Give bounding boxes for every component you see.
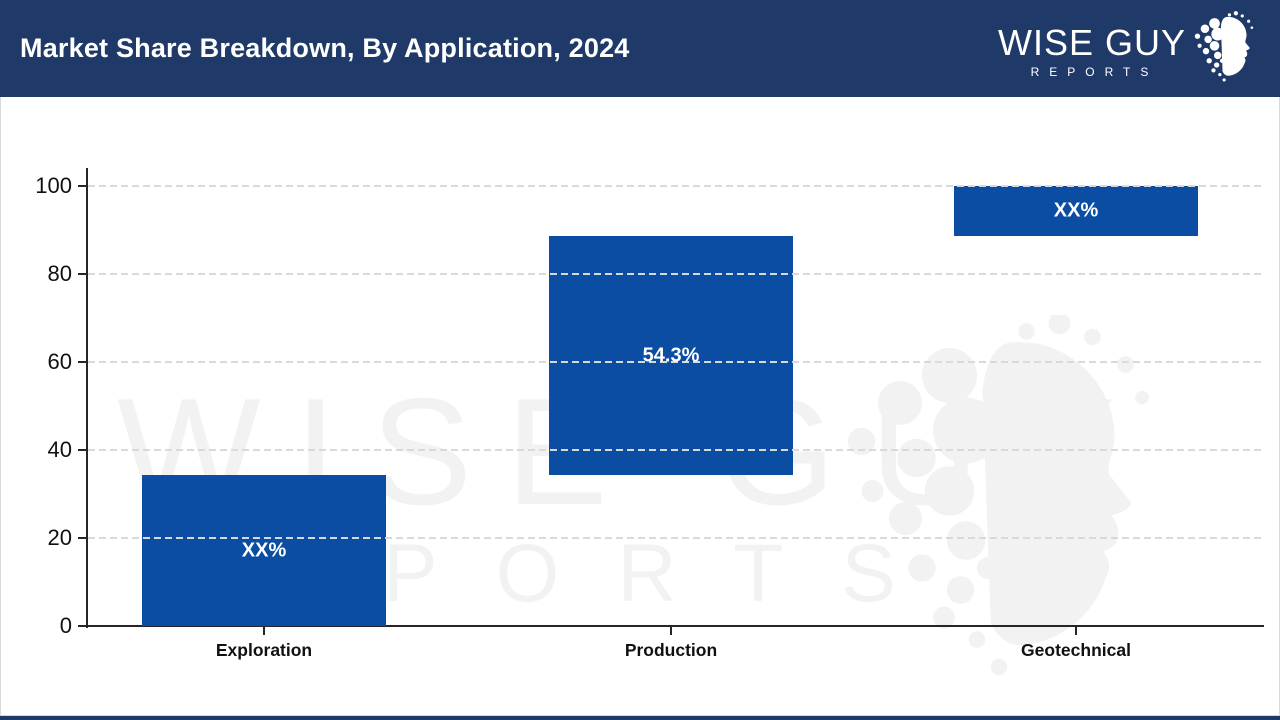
y-tick-label: 60 (47, 349, 72, 374)
y-tick-label: 100 (35, 173, 72, 198)
x-tick (1075, 627, 1077, 635)
y-tick-label: 0 (59, 613, 72, 638)
gridline (88, 185, 1262, 187)
y-tick (78, 537, 86, 539)
brand-logo: WISE GUY REPORTS (997, 10, 1254, 87)
bar-value-label: XX% (241, 539, 287, 562)
logo-wordmark: WISE GUY (997, 21, 1186, 63)
gridline (88, 449, 1262, 451)
bar-value-label: 54.3% (642, 344, 700, 367)
y-tick-label: 40 (47, 437, 72, 462)
gridline (88, 537, 1262, 539)
y-axis-spine (86, 168, 88, 628)
y-tick (78, 625, 86, 627)
logo-face-icon (1194, 10, 1254, 82)
bar (549, 236, 793, 476)
y-tick (78, 449, 86, 451)
header: Market Share Breakdown, By Application, … (0, 0, 1280, 97)
gridline (88, 273, 1262, 275)
footer-strip (0, 716, 1280, 720)
x-tick (670, 627, 672, 635)
logo-subtitle: REPORTS (1030, 64, 1159, 79)
y-tick (78, 361, 86, 363)
y-tick (78, 273, 86, 275)
x-axis-spine (86, 625, 1264, 627)
logo-text: WISE GUY REPORTS (997, 21, 1186, 79)
y-tick (78, 185, 86, 187)
bar (142, 475, 386, 626)
gridline (88, 361, 1262, 363)
x-category-label: Exploration (215, 640, 313, 660)
x-category-label: Production (624, 640, 718, 660)
bar (954, 186, 1198, 237)
x-category-label: Geotechnical (1021, 640, 1131, 660)
y-tick-label: 80 (47, 261, 72, 286)
bar-value-label: XX% (1053, 199, 1099, 222)
x-tick (263, 627, 265, 635)
y-tick-label: 20 (47, 525, 72, 550)
page-title: Market Share Breakdown, By Application, … (20, 33, 630, 63)
